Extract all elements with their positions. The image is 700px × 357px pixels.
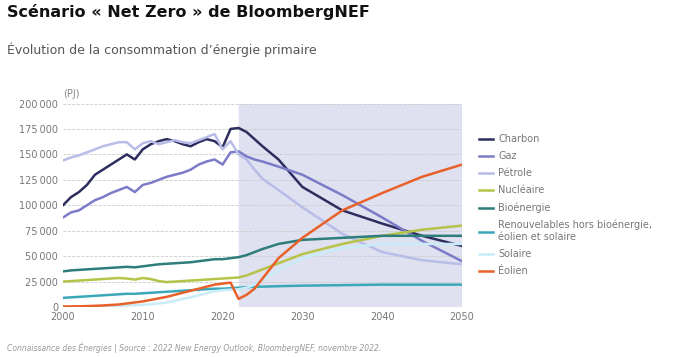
Text: Connaissance des Énergies | Source : 2022 New Energy Outlook, BloombergNEF, nove: Connaissance des Énergies | Source : 202… [7,343,382,353]
Legend: Charbon, Gaz, Pétrole, Nucléaire, Bioénergie, Renouvelables hors bioénergie,
éol: Charbon, Gaz, Pétrole, Nucléaire, Bioéne… [479,135,652,276]
Bar [239,104,462,307]
Text: (PJ): (PJ) [63,90,80,100]
Text: Scénario « Net Zero » de BloombergNEF: Scénario « Net Zero » de BloombergNEF [7,4,370,20]
Text: Évolution de la consommation d’énergie primaire: Évolution de la consommation d’énergie p… [7,43,316,57]
